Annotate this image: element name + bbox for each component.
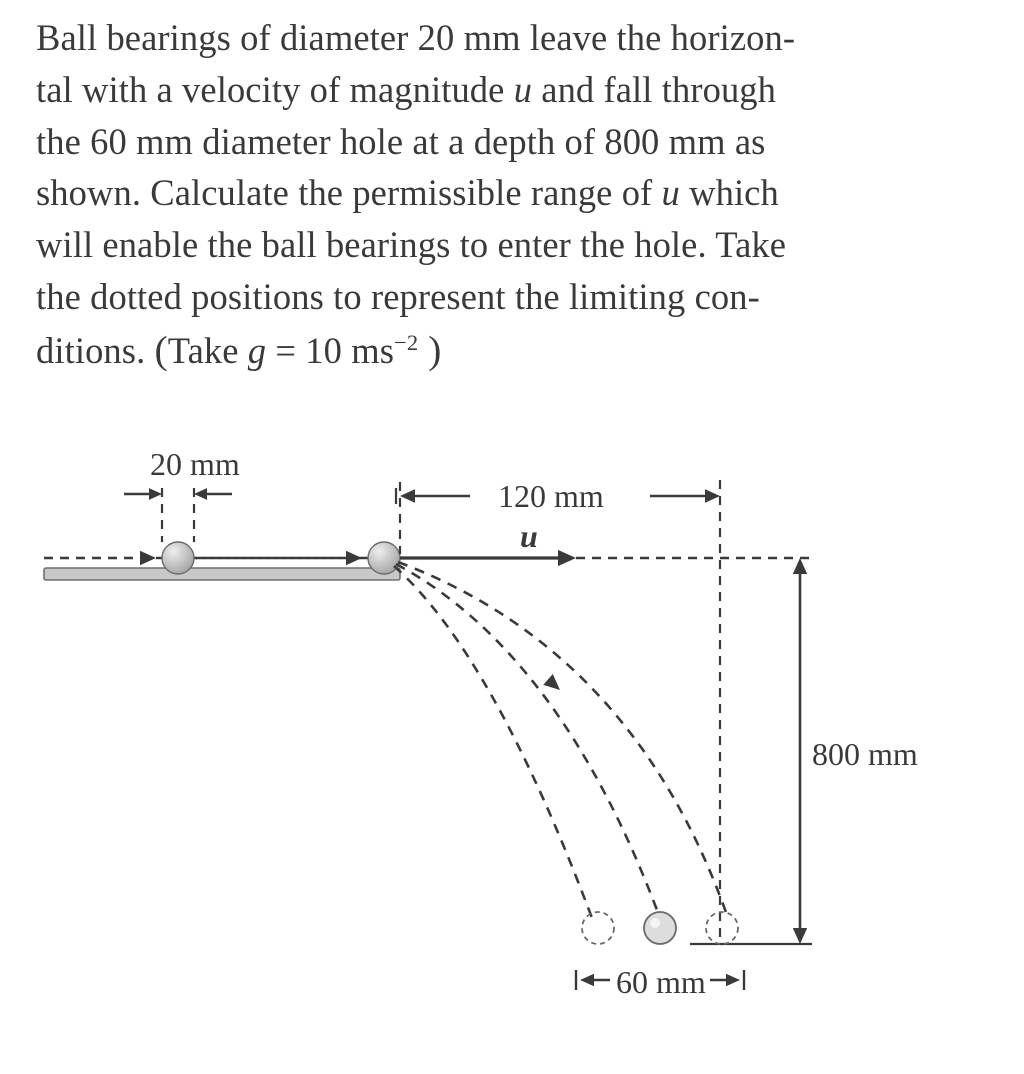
- paren: ): [418, 328, 441, 372]
- label-u: u: [520, 518, 538, 555]
- exponent: −2: [394, 330, 418, 355]
- label-depth: 800 mm: [812, 736, 918, 773]
- paren: (: [155, 328, 168, 372]
- text-line: which: [680, 172, 779, 213]
- text-line: and fall through: [532, 69, 776, 110]
- text-line: ditions.: [36, 330, 155, 371]
- text-line: tal with a velocity of magnitude: [36, 69, 514, 110]
- var-u: u: [514, 69, 532, 110]
- var-g: g: [248, 330, 266, 371]
- text-line: Take: [168, 330, 248, 371]
- text-line: will enable the ball bearings to enter t…: [36, 224, 786, 265]
- label-hole-diameter: 60 mm: [616, 964, 706, 1001]
- text-line: = 10 ms: [266, 330, 394, 371]
- figure: 20 mm 120 mm u 800 mm 60 mm: [0, 450, 1024, 1074]
- var-u: u: [662, 172, 680, 213]
- label-horizontal-distance: 120 mm: [498, 478, 604, 515]
- text-line: the 60 mm diameter hole at a depth of 80…: [36, 121, 765, 162]
- problem-statement: Ball bearings of diameter 20 mm leave th…: [36, 12, 988, 379]
- text-line: Ball bearings of diameter 20 mm leave th…: [36, 17, 795, 58]
- text-line: the dotted positions to represent the li…: [36, 276, 760, 317]
- text-line: shown. Calculate the permissible range o…: [36, 172, 662, 213]
- page: Ball bearings of diameter 20 mm leave th…: [0, 0, 1024, 1074]
- label-ball-diameter: 20 mm: [150, 446, 240, 483]
